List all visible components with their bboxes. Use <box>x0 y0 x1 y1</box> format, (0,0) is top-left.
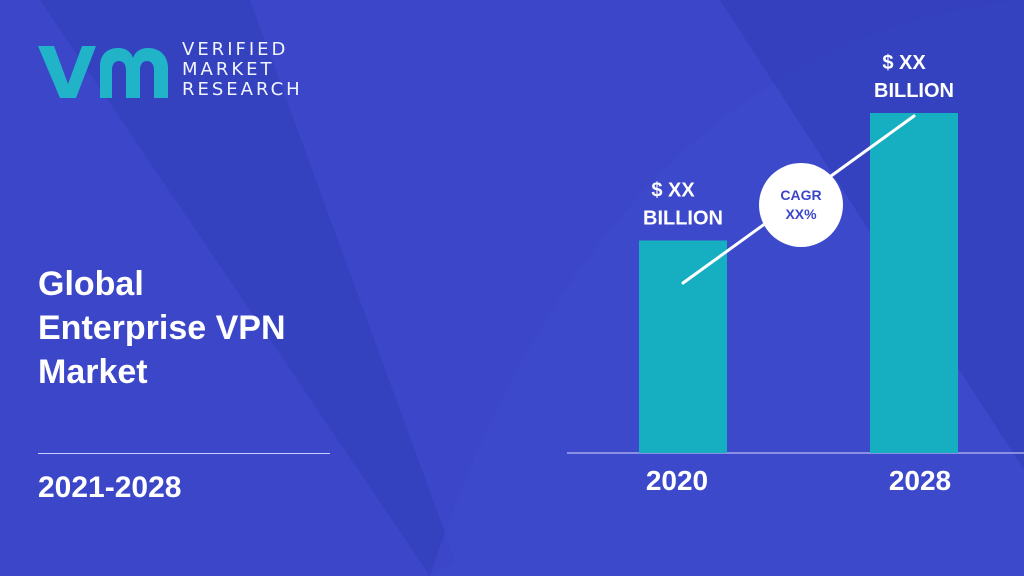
value-label-2020-line-2: BILLION <box>643 208 723 230</box>
bar-2020 <box>639 240 727 453</box>
cagr-label-line-1: CAGR <box>780 187 821 203</box>
x-tick-label-2028: 2028 <box>889 465 951 496</box>
title-divider <box>38 453 330 454</box>
bar-2028 <box>870 113 958 453</box>
brand-line-1: VERIFIED <box>182 39 289 60</box>
page-title: Global Enterprise VPN Market <box>38 262 358 394</box>
title-line-1: Global <box>38 265 144 303</box>
brand-line-2: MARKET <box>182 59 275 80</box>
title-line-3: Market <box>38 353 148 391</box>
vmr-logo-mark <box>38 46 168 98</box>
brand-line-3: RESEARCH <box>182 79 303 100</box>
value-label-2020-line-1: $ XX <box>651 180 695 202</box>
cagr-badge <box>759 163 843 247</box>
cagr-label-line-2: XX% <box>785 206 817 222</box>
brand-name: VERIFIED MARKET RESEARCH <box>182 40 303 100</box>
vmr-logo[interactable]: VERIFIED MARKET RESEARCH <box>34 40 324 104</box>
value-label-2028-line-2: BILLION <box>874 80 954 102</box>
forecast-period: 2021-2028 <box>38 471 182 504</box>
title-line-2: Enterprise VPN <box>38 309 286 347</box>
x-tick-label-2020: 2020 <box>646 465 708 496</box>
value-label-2028-line-1: $ XX <box>882 52 926 74</box>
